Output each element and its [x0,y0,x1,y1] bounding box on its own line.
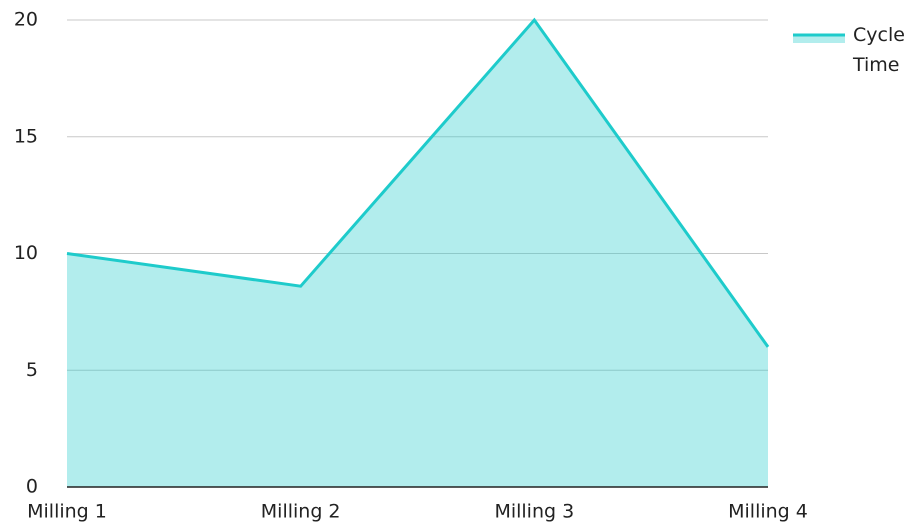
area-fill [67,20,768,487]
x-tick-label: Milling 4 [728,501,808,523]
x-tick-label: Milling 1 [27,501,107,523]
legend-label: Cycle Time [853,24,905,76]
y-tick-label: 10 [14,242,38,264]
legend-swatch-fill [793,35,845,43]
y-tick-label: 15 [14,125,38,147]
y-tick-label: 5 [26,359,38,381]
x-tick-label: Milling 3 [494,501,574,523]
y-tick-label: 0 [26,476,38,498]
x-tick-label: Milling 2 [261,501,341,523]
y-tick-label: 20 [14,9,38,31]
area-line [66,17,770,348]
